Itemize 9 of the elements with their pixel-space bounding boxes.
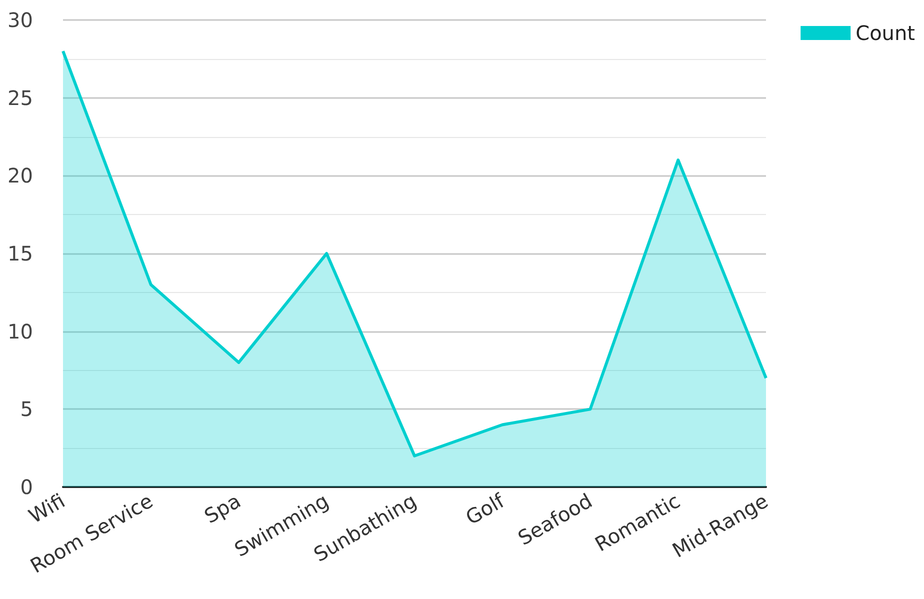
y-tick-label: 0: [20, 475, 33, 499]
y-tick-label: 15: [8, 242, 33, 266]
y-tick-label: 25: [8, 86, 33, 110]
y-tick-label: 10: [8, 319, 33, 344]
legend-label: Count: [856, 21, 916, 45]
y-tick-label: 5: [20, 397, 33, 422]
x-tick-label: Golf: [461, 488, 510, 530]
y-tick-label: 20: [8, 164, 33, 188]
y-tick-label: 30: [8, 8, 33, 32]
